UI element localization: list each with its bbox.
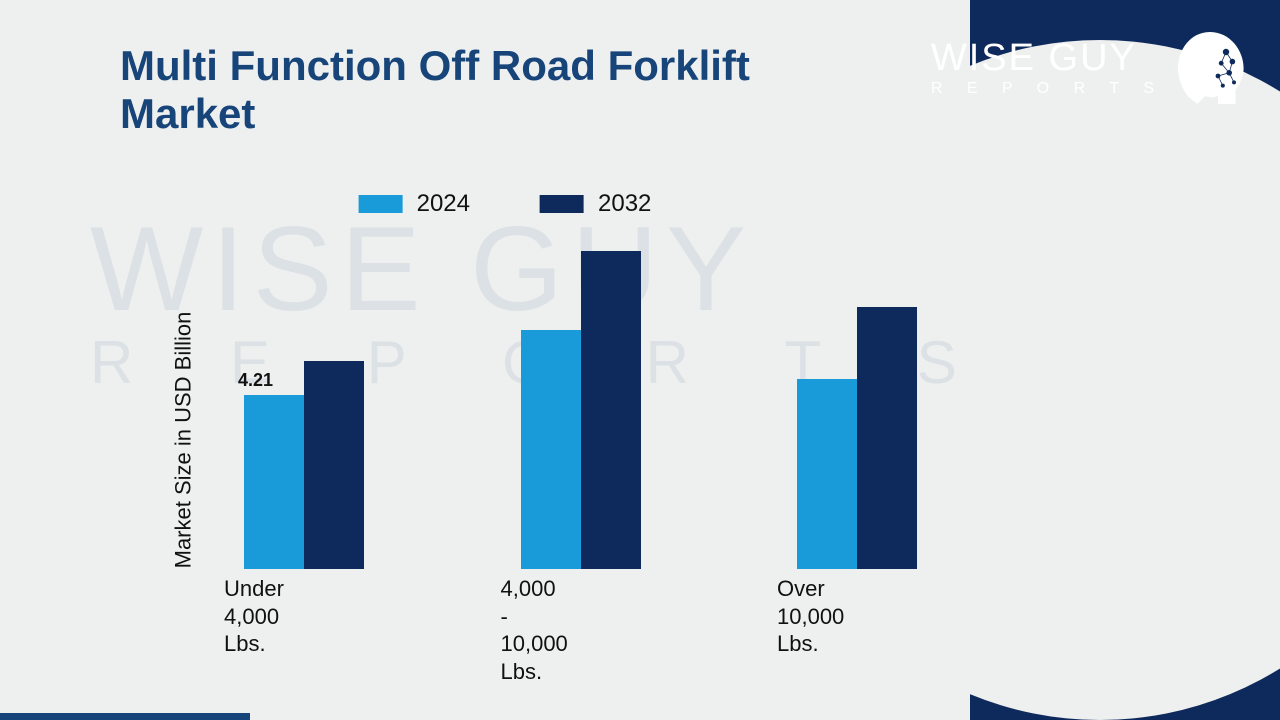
bar [244, 395, 304, 569]
chart-title: Multi Function Off Road Forklift Market [120, 42, 880, 139]
canvas: WISE GUY R E P O R T S [0, 0, 1280, 720]
bar-value-label: 4.21 [238, 370, 273, 391]
brand-line1: WISE GUY [931, 39, 1164, 77]
legend-label-2024: 2024 [417, 190, 470, 218]
legend-item-2032: 2032 [540, 190, 651, 218]
category-label: 4,000-10,000Lbs. [501, 575, 661, 685]
brand-logo: WISE GUY R E P O R T S [931, 28, 1250, 108]
bar [304, 361, 364, 569]
bar [521, 330, 581, 569]
bar [797, 379, 857, 569]
legend-item-2024: 2024 [359, 190, 470, 218]
category-label: Under4,000Lbs. [224, 575, 384, 658]
legend-swatch-2024 [359, 195, 403, 213]
bar-group: 4,000-10,000Lbs. [521, 251, 641, 569]
plot-area: 4.21Under4,000Lbs. 4,000-10,000Lbs. Over10… [165, 240, 955, 570]
category-label: Over10,000Lbs. [777, 575, 937, 658]
brand-head-icon [1170, 28, 1250, 108]
legend: 2024 2032 [359, 190, 652, 218]
bar-group: Over10,000Lbs. [797, 307, 917, 569]
bar [857, 307, 917, 569]
legend-label-2032: 2032 [598, 190, 651, 218]
bar [581, 251, 641, 569]
chart-area: Market Size in USD Billion 2024 2032 4.2… [55, 190, 955, 690]
bar-group: 4.21Under4,000Lbs. [244, 361, 364, 569]
legend-swatch-2032 [540, 195, 584, 213]
brand-line2: R E P O R T S [931, 81, 1164, 97]
bottom-accent-bar [0, 713, 250, 720]
